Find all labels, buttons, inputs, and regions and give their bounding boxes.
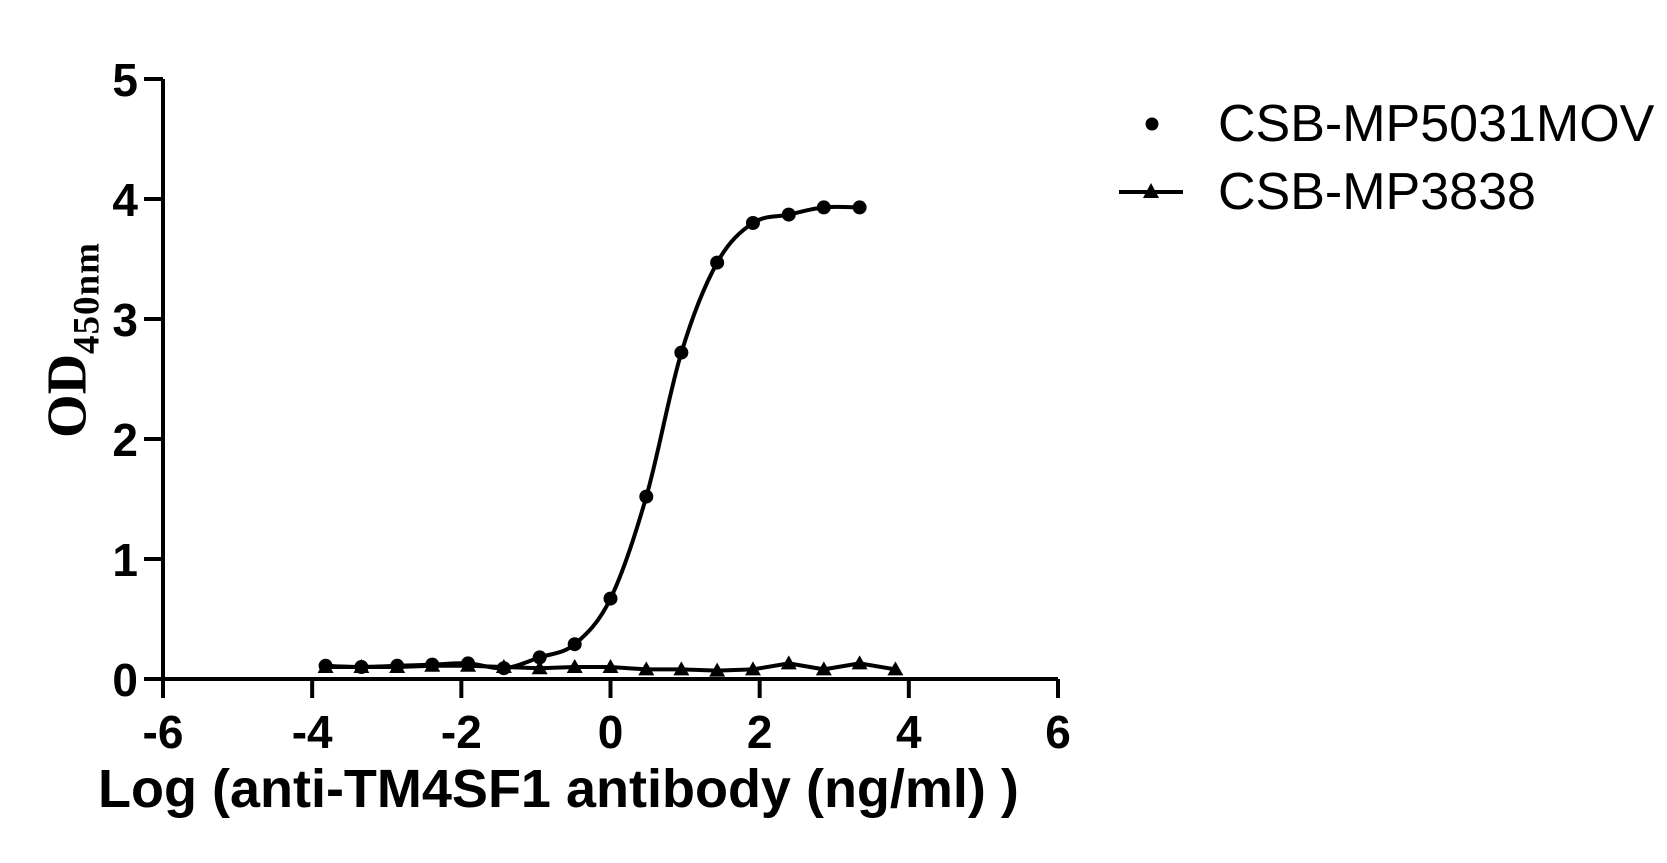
y-tick-label: 0 — [112, 654, 138, 706]
y-tick-label: 3 — [112, 294, 138, 346]
x-tick-label: -4 — [292, 706, 333, 758]
data-point-triangle — [495, 659, 512, 673]
data-point-circle — [852, 200, 867, 215]
legend-label: CSB-MP3838 — [1218, 163, 1536, 221]
data-point-circle — [567, 637, 582, 652]
triangle-marker-icon — [1119, 183, 1183, 198]
y-tick-label: 5 — [112, 54, 138, 106]
y-axis-title-main: OD — [36, 353, 99, 438]
legend-item-csb-mp3838: CSB-MP3838 — [1100, 158, 1654, 226]
legend-item-csb-mp5031mov: CSB-MP5031MOV — [1100, 90, 1654, 158]
axes-spines — [161, 79, 1058, 681]
data-point-triangle — [638, 661, 655, 676]
legend: CSB-MP5031MOV CSB-MP3838 — [1100, 90, 1654, 226]
data-point-triangle — [744, 661, 761, 676]
data-point-triangle — [709, 662, 726, 677]
data-point-circle — [603, 591, 618, 606]
x-tick-label: 2 — [747, 706, 773, 758]
data-point-triangle — [566, 659, 583, 673]
data-point-triangle — [673, 661, 690, 676]
y-tick-label: 4 — [112, 174, 138, 226]
legend-label: CSB-MP5031MOV — [1218, 95, 1655, 153]
data-point-triangle — [887, 661, 904, 676]
data-point-circle — [674, 345, 689, 360]
data-point-triangle — [424, 657, 441, 672]
data-point-triangle — [460, 657, 477, 672]
x-tick-label: 0 — [598, 706, 624, 758]
data-point-circle — [639, 489, 654, 504]
data-point-triangle — [851, 655, 868, 670]
y-axis-title-subscript: 450nm — [66, 242, 108, 354]
x-tick-label: 4 — [896, 706, 922, 758]
data-point-triangle — [602, 659, 619, 673]
data-point-triangle — [780, 655, 797, 670]
x-tick-label: 6 — [1045, 706, 1071, 758]
data-point-circle — [781, 207, 796, 222]
series-line-csb-mp5031mov — [323, 204, 862, 671]
data-point-triangle — [815, 661, 832, 676]
x-tick-label: -2 — [441, 706, 482, 758]
x-tick-label: -6 — [143, 706, 184, 758]
data-point-triangle — [531, 660, 548, 675]
data-point-circle — [710, 255, 725, 270]
data-point-circle — [745, 216, 760, 230]
data-point-circle — [816, 200, 831, 215]
data-point-triangle — [389, 659, 406, 673]
data-point-triangle — [353, 659, 370, 673]
circle-marker-icon — [1145, 117, 1159, 131]
y-tick-label: 1 — [112, 534, 138, 586]
data-point-circle — [532, 650, 547, 665]
y-tick-label: 2 — [112, 414, 138, 466]
x-axis-title: Log (anti-TM4SF1 antibody (ng/ml) ) — [98, 759, 1019, 819]
data-point-triangle — [317, 659, 334, 673]
y-axis-title: OD450nm — [36, 242, 109, 438]
